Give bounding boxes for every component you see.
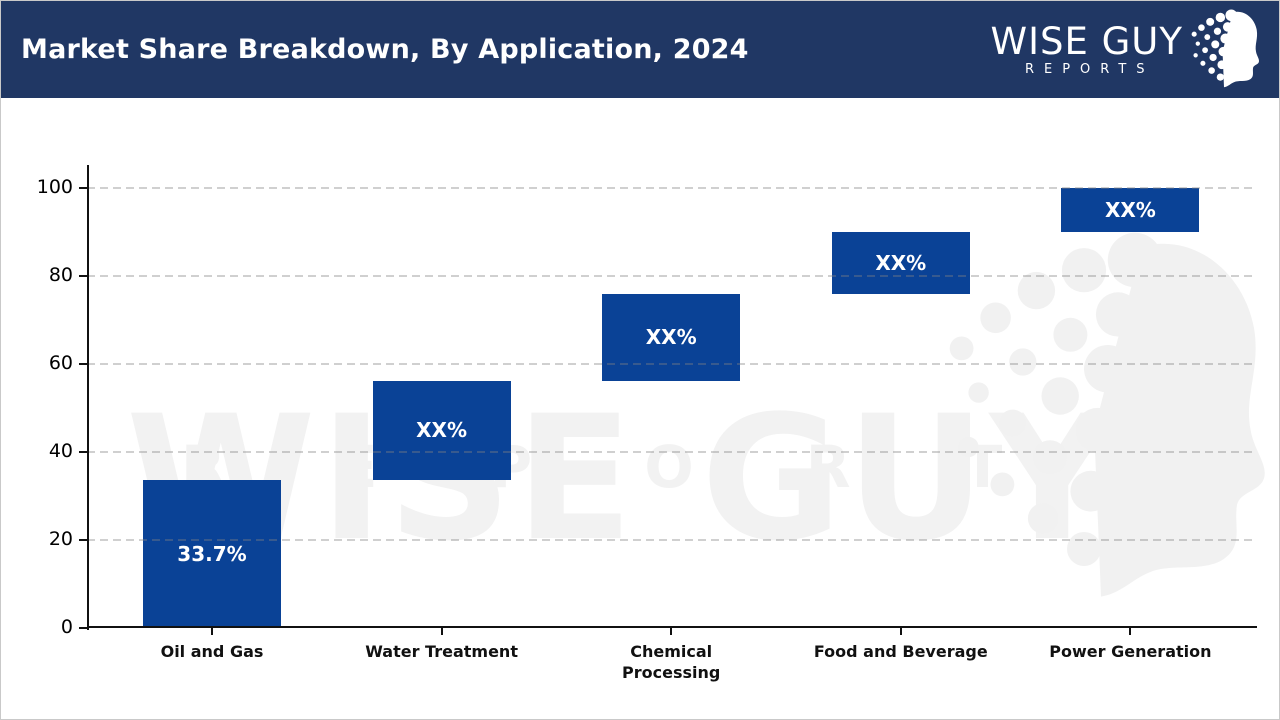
y-tick-label-80: 80: [48, 264, 73, 286]
category-label: Oil and Gas: [160, 642, 264, 661]
gridline-60: [87, 363, 1257, 365]
y-tick-label-20: 20: [48, 528, 73, 550]
bar-segment: XX%: [372, 380, 511, 480]
bar-value-label: XX%: [1104, 198, 1156, 222]
watermark-wiseguy-text: WISE GUY: [126, 378, 1119, 579]
y-tick-label-60: 60: [48, 352, 73, 374]
logo-reports-text: REPORTS: [1024, 62, 1155, 77]
y-tick-label-40: 40: [48, 440, 73, 462]
y-tick-label-100: 100: [36, 176, 73, 198]
y-tick-label-0: 0: [60, 616, 73, 638]
gridline-80: [87, 275, 1257, 277]
y-tick-0: [79, 627, 87, 629]
category-label: Water Treatment: [365, 642, 518, 661]
y-tick-80: [79, 275, 87, 277]
x-tick: [670, 628, 673, 635]
category-label: Food and Beverage: [813, 642, 988, 661]
bar-segment: XX%: [1061, 188, 1200, 232]
page-title: Market Share Breakdown, By Application, …: [21, 34, 749, 65]
category-label: Power Generation: [1049, 642, 1212, 661]
gridline-100: [87, 187, 1257, 189]
y-tick-60: [79, 363, 87, 365]
logo-wiseguy-text: WISE GUY: [990, 20, 1183, 63]
dotted-head-icon: [1187, 8, 1261, 92]
logo-text: WISE GUY REPORTS: [991, 23, 1183, 76]
bar-segment: 33.7%: [143, 479, 281, 628]
watermark-head-icon: [931, 168, 1271, 662]
bar-value-label: XX%: [416, 418, 468, 443]
y-axis: [87, 165, 89, 630]
bar-value-label: 33.7%: [177, 541, 247, 566]
waterfall-chart: WISE GUY R E P O R T S 0 20 40 60 80 100 33.7%…: [1, 98, 1279, 718]
bar-segment: XX%: [602, 293, 741, 381]
gridline-20: [87, 539, 1257, 541]
x-tick: [899, 628, 902, 635]
wise-guy-reports-logo: WISE GUY REPORTS: [991, 8, 1279, 92]
gridline-40: [87, 451, 1257, 453]
y-tick-40: [79, 451, 87, 453]
y-tick-100: [79, 187, 87, 189]
x-tick: [1129, 628, 1132, 635]
bar-value-label: XX%: [645, 325, 697, 350]
header-bar: Market Share Breakdown, By Application, …: [1, 1, 1279, 98]
bar-segment: XX%: [831, 232, 970, 294]
category-label: Chemical Processing: [622, 642, 721, 682]
bar-value-label: XX%: [875, 250, 927, 275]
x-tick: [440, 628, 443, 635]
y-tick-20: [79, 539, 87, 541]
x-axis: [87, 626, 1257, 628]
x-tick: [211, 628, 213, 635]
